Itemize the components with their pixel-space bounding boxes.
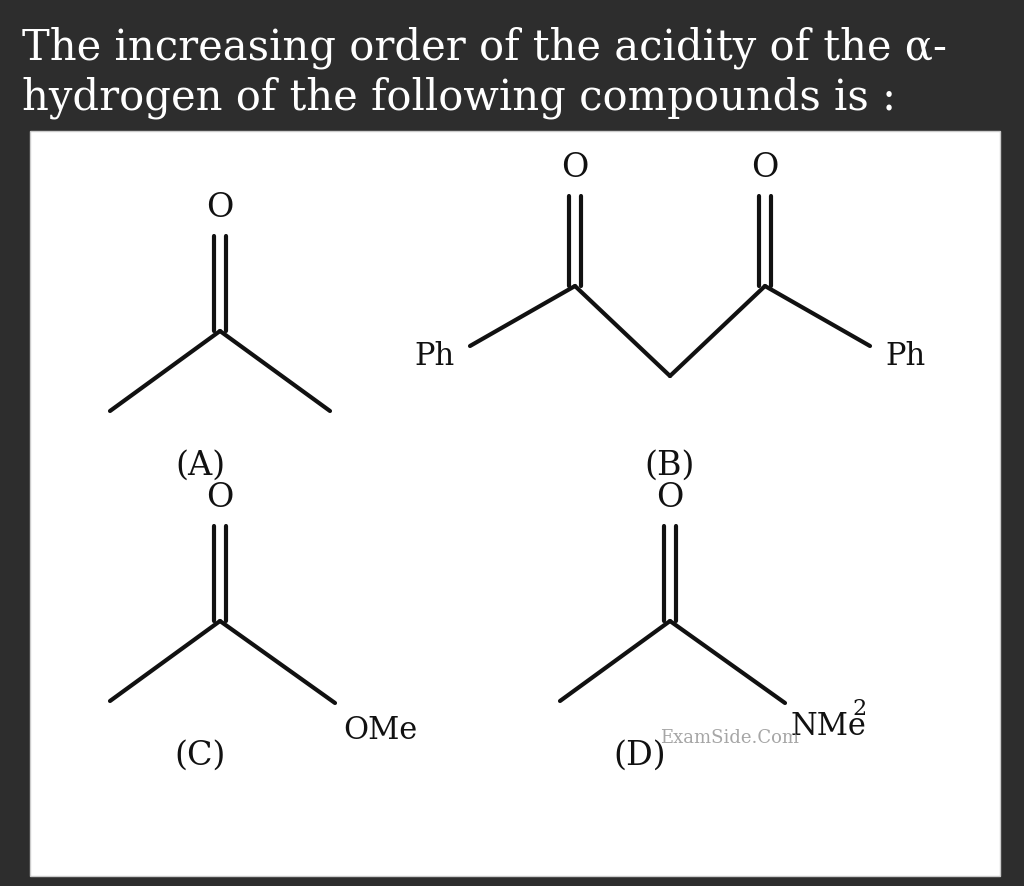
Text: ExamSide.Com: ExamSide.Com xyxy=(660,729,800,747)
Text: (C): (C) xyxy=(174,740,225,772)
Text: (A): (A) xyxy=(175,450,225,482)
FancyBboxPatch shape xyxy=(30,131,1000,876)
Text: O: O xyxy=(206,192,233,224)
Text: O: O xyxy=(206,482,233,514)
Text: (B): (B) xyxy=(645,450,695,482)
Text: NMe: NMe xyxy=(790,711,866,742)
Text: (D): (D) xyxy=(613,740,667,772)
Text: OMe: OMe xyxy=(343,715,417,746)
Text: 2: 2 xyxy=(852,698,866,720)
Text: The increasing order of the acidity of the α-: The increasing order of the acidity of t… xyxy=(22,26,947,68)
Text: O: O xyxy=(656,482,684,514)
Text: hydrogen of the following compounds is :: hydrogen of the following compounds is : xyxy=(22,76,896,119)
Text: O: O xyxy=(752,152,778,184)
Text: O: O xyxy=(561,152,589,184)
Text: Ph: Ph xyxy=(415,340,455,371)
Text: Ph: Ph xyxy=(885,340,926,371)
